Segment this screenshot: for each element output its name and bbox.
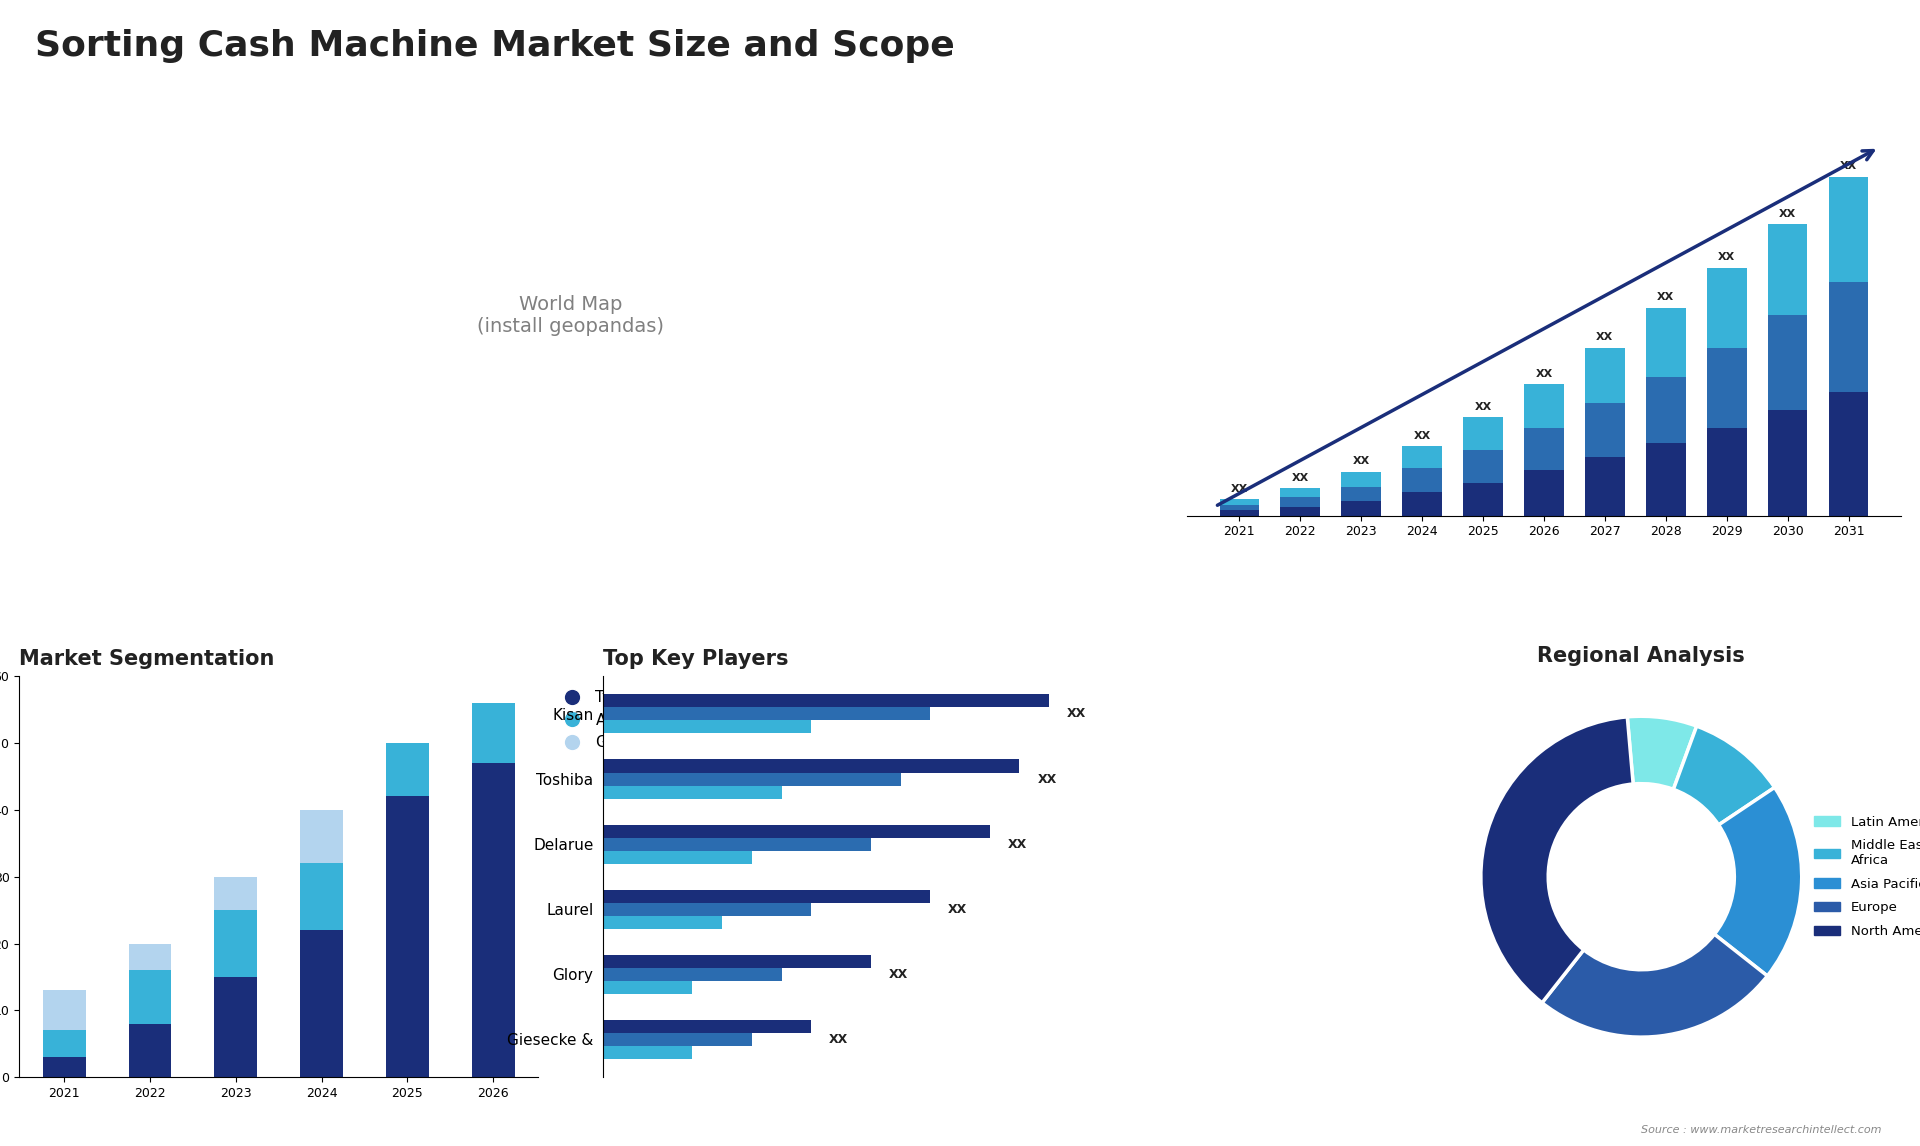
Title: Regional Analysis: Regional Analysis [1538,646,1745,666]
Bar [1342,487,1380,501]
Bar [472,763,515,1077]
Text: Source : www.marketresearchintellect.com: Source : www.marketresearchintellect.com [1642,1124,1882,1135]
Text: XX: XX [1839,162,1857,171]
Bar [215,976,257,1077]
Text: XX: XX [1292,473,1309,482]
Wedge shape [1715,787,1801,976]
Bar [129,1023,171,1077]
Text: Sorting Cash Machine Market Size and Scope: Sorting Cash Machine Market Size and Sco… [35,29,954,63]
Bar [42,990,86,1030]
Bar [1281,507,1321,516]
Text: XX: XX [829,1033,849,1046]
Bar [1281,497,1321,507]
Bar [603,825,989,838]
Text: XX: XX [1352,456,1369,466]
Wedge shape [1674,727,1774,825]
Bar [1645,308,1686,377]
Bar [603,785,781,799]
Bar [603,968,781,981]
Bar [603,1046,693,1059]
Bar [603,838,872,850]
Bar [300,810,344,863]
Wedge shape [1542,934,1766,1037]
Bar [1828,282,1868,392]
Bar [300,863,344,931]
Bar [603,850,753,864]
Text: XX: XX [1068,707,1087,721]
Bar [1768,223,1807,315]
Bar [1463,482,1503,516]
Bar [1586,457,1624,516]
Bar [1828,176,1868,282]
Bar [603,955,872,968]
Bar [42,1030,86,1058]
Bar [129,943,171,971]
Bar [1463,450,1503,482]
Bar [603,1020,812,1033]
Text: XX: XX [1657,292,1674,303]
Bar [1768,315,1807,410]
Text: XX: XX [948,903,968,916]
Bar [603,903,812,916]
Bar [1586,348,1624,402]
Bar [603,981,693,994]
Text: XX: XX [1596,332,1613,343]
Bar [603,721,812,733]
Bar [1828,392,1868,516]
Bar [603,889,931,903]
Text: World Map
(install geopandas): World Map (install geopandas) [478,295,664,336]
Bar [1281,488,1321,497]
Text: XX: XX [1037,772,1056,785]
Bar [1524,384,1563,429]
Text: XX: XX [1008,838,1027,850]
Bar [215,877,257,910]
Bar [603,760,1020,772]
Bar [1586,402,1624,457]
Bar [1342,472,1380,487]
Bar [1402,469,1442,492]
Bar [1707,268,1747,348]
Bar [300,931,344,1077]
Bar [603,916,722,928]
Text: Market Segmentation: Market Segmentation [19,649,275,669]
Bar [1707,348,1747,429]
Bar [1219,510,1260,516]
Text: XX: XX [1475,402,1492,411]
Bar [1402,447,1442,469]
Bar [603,1033,753,1046]
Text: XX: XX [1780,209,1797,219]
Bar [1768,410,1807,516]
Bar [472,702,515,763]
Bar [1707,429,1747,516]
Bar [42,1058,86,1077]
Text: XX: XX [1413,431,1430,441]
Legend: Type, Application, Geography: Type, Application, Geography [551,684,687,756]
Bar [603,772,900,785]
Bar [603,707,931,721]
Bar [386,796,428,1077]
Bar [1524,429,1563,470]
Bar [1402,492,1442,516]
Bar [1645,377,1686,442]
Bar [386,743,428,796]
Bar [1342,501,1380,516]
Text: XX: XX [1536,369,1553,379]
Wedge shape [1628,716,1697,790]
Wedge shape [1480,717,1634,1003]
Bar [1645,442,1686,516]
Text: XX: XX [1718,252,1736,262]
Bar [1219,504,1260,510]
Bar [1463,417,1503,450]
Legend: Latin America, Middle East &
Africa, Asia Pacific, Europe, North America: Latin America, Middle East & Africa, Asi… [1809,810,1920,943]
Text: XX: XX [1231,484,1248,494]
Bar [215,910,257,976]
Bar [129,971,171,1023]
Text: Top Key Players: Top Key Players [603,649,789,669]
Bar [1524,470,1563,516]
Bar [1219,500,1260,504]
Text: XX: XX [889,968,908,981]
Bar [603,694,1048,707]
